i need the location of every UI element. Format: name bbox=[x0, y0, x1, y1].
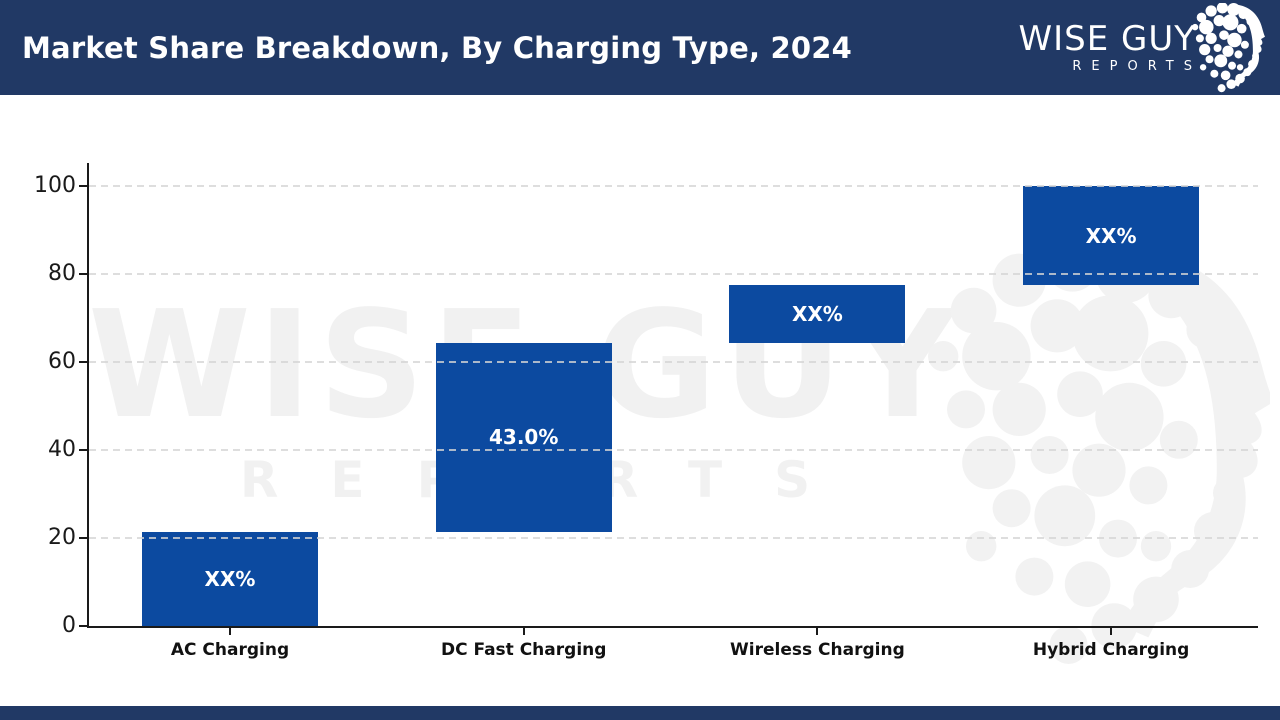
bar-value-label: 43.0% bbox=[488, 425, 559, 450]
gridline-y100 bbox=[89, 185, 1258, 187]
chart-title: Market Share Breakdown, By Charging Type… bbox=[22, 30, 852, 65]
x-axis-line bbox=[87, 626, 1258, 628]
gridline-y60 bbox=[89, 361, 1258, 363]
x-axis-label-0: AC Charging bbox=[170, 640, 290, 660]
y-tick-label-100: 100 bbox=[34, 173, 76, 198]
y-tick-100 bbox=[79, 185, 87, 187]
y-tick-0 bbox=[79, 625, 87, 627]
x-tick-0 bbox=[229, 628, 231, 635]
plot-area: 0 20 40 60 80 100 XX% AC Charging 43.0% DC Fast C… bbox=[0, 95, 1280, 706]
y-tick-60 bbox=[79, 361, 87, 363]
gridline-y80 bbox=[89, 273, 1258, 275]
x-axis-label-2: Wireless Charging bbox=[730, 640, 905, 660]
wise-guy-reports-logo: WISE GUY REPORTS bbox=[1018, 0, 1266, 95]
y-tick-80 bbox=[79, 273, 87, 275]
bar-value-label: XX% bbox=[204, 566, 256, 591]
bar-dc-fast-charging: 43.0% bbox=[435, 342, 612, 532]
y-tick-label-0: 0 bbox=[62, 613, 76, 638]
y-tick-20 bbox=[79, 537, 87, 539]
y-tick-label-20: 20 bbox=[48, 525, 76, 550]
bar-value-label: XX% bbox=[791, 302, 843, 327]
y-axis-line bbox=[87, 163, 89, 628]
logo-wordmark: WISE GUY REPORTS bbox=[1018, 21, 1196, 75]
logo-wordmark-line1: WISE GUY bbox=[1018, 18, 1196, 59]
gridline-y20 bbox=[89, 537, 1258, 539]
y-tick-40 bbox=[79, 449, 87, 451]
x-tick-1 bbox=[522, 628, 525, 635]
x-axis-label-3: Hybrid Charging bbox=[1032, 640, 1190, 660]
y-tick-label-80: 80 bbox=[48, 261, 76, 286]
logo-wordmark-line2: REPORTS bbox=[1072, 58, 1202, 74]
bar-hybrid-charging: XX% bbox=[1023, 186, 1200, 286]
bar-ac-charging: XX% bbox=[142, 531, 318, 626]
x-tick-2 bbox=[816, 628, 819, 635]
footer-bar bbox=[0, 706, 1280, 720]
bar-wireless-charging: XX% bbox=[729, 285, 906, 343]
header: Market Share Breakdown, By Charging Type… bbox=[0, 0, 1280, 95]
y-tick-label-60: 60 bbox=[48, 349, 76, 374]
x-axis-label-1: DC Fast Charging bbox=[440, 640, 607, 660]
x-tick-3 bbox=[1110, 628, 1113, 635]
bar-value-label: XX% bbox=[1085, 223, 1137, 248]
gridline-y40 bbox=[89, 449, 1258, 451]
y-tick-label-40: 40 bbox=[48, 437, 76, 462]
logo-head-icon bbox=[1191, 2, 1265, 92]
